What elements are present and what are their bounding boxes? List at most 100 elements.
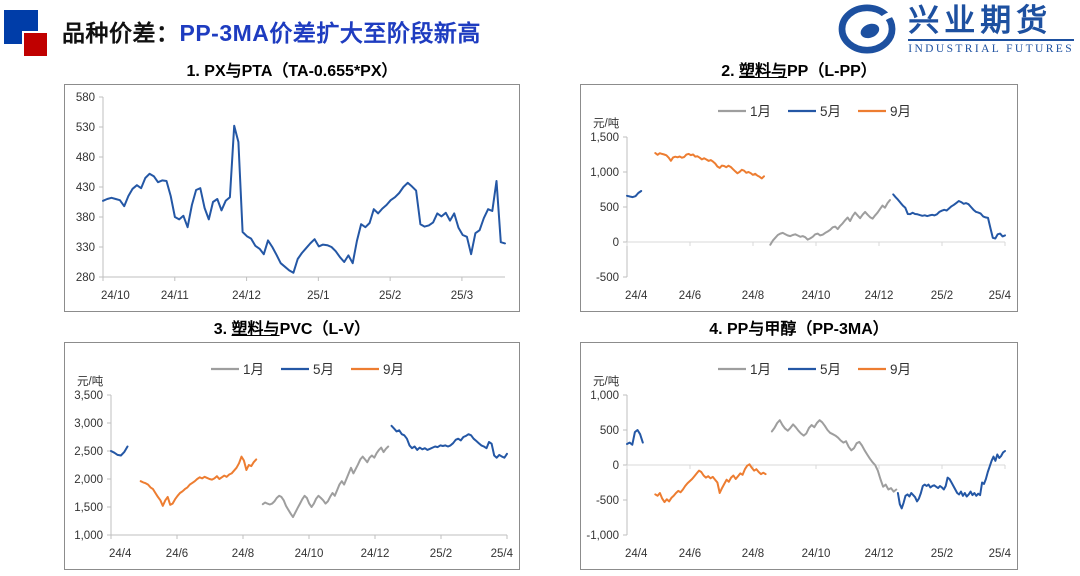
slide-header: 品种价差：PP-3MA价差扩大至阶段新高 兴业期货 INDUSTRIAL FUT… xyxy=(0,0,1080,58)
svg-text:25/4: 25/4 xyxy=(491,548,514,560)
svg-text:480: 480 xyxy=(76,152,95,164)
svg-text:24/6: 24/6 xyxy=(679,290,701,302)
series-9月 xyxy=(654,463,767,504)
svg-text:24/12: 24/12 xyxy=(865,548,894,560)
svg-text:500: 500 xyxy=(600,202,619,214)
series-5月 xyxy=(892,193,1006,240)
svg-text:24/10: 24/10 xyxy=(802,290,831,302)
y-axis-unit: 元/吨 xyxy=(593,375,620,388)
logo-name-en: INDUSTRIAL FUTURES xyxy=(908,42,1074,55)
svg-text:1,000: 1,000 xyxy=(590,390,619,402)
svg-text:24/4: 24/4 xyxy=(109,548,132,560)
svg-text:-1,000: -1,000 xyxy=(586,530,619,542)
svg-text:25/4: 25/4 xyxy=(989,290,1012,302)
chart-title-4: 4. PP与甲醇（PP-3MA） xyxy=(580,315,1018,342)
chart-legend: 1月 5月 9月 xyxy=(718,362,911,377)
svg-text:5月: 5月 xyxy=(820,104,841,119)
svg-text:24/12: 24/12 xyxy=(232,290,261,302)
chart-title-3: 3. 塑料与PVC（L-V） xyxy=(64,315,520,342)
svg-text:25/3: 25/3 xyxy=(451,290,473,302)
svg-text:24/4: 24/4 xyxy=(625,548,648,560)
svg-text:380: 380 xyxy=(76,212,95,224)
logo-text: 兴业期货 INDUSTRIAL FUTURES xyxy=(908,2,1074,55)
svg-text:500: 500 xyxy=(600,425,619,437)
chart-cell-l-v: 3. 塑料与PVC（L-V） 1,000 1,500 2,000 2,500 3,000… xyxy=(64,315,520,570)
svg-text:0: 0 xyxy=(613,237,619,249)
page-title-prefix: 品种价差： xyxy=(62,20,180,46)
logo-name-cn: 兴业期货 xyxy=(908,2,1053,38)
svg-text:530: 530 xyxy=(76,122,95,134)
chart-title-text: PP（L-PP） xyxy=(787,63,877,80)
chart-legend: 1月 5月 9月 xyxy=(211,362,404,377)
svg-text:3,500: 3,500 xyxy=(74,390,103,402)
series-1月 xyxy=(770,419,898,493)
svg-text:9月: 9月 xyxy=(890,362,911,377)
svg-text:1月: 1月 xyxy=(750,362,771,377)
series-5月 xyxy=(626,190,643,199)
chart-title-1: 1. PX与PTA（TA-0.655*PX） xyxy=(64,57,520,84)
svg-text:1,500: 1,500 xyxy=(74,502,103,514)
series-5月 xyxy=(110,445,129,457)
chart-cell-pp-3ma: 4. PP与甲醇（PP-3MA） -1,000 -500 0 500 1,000 24/4… xyxy=(580,315,1018,570)
chart-cell-px-pta: 1. PX与PTA（TA-0.655*PX） 280 330 380 430 480 53… xyxy=(64,57,520,312)
svg-text:24/8: 24/8 xyxy=(742,548,764,560)
chart-legend: 1月 5月 9月 xyxy=(718,104,911,119)
svg-text:280: 280 xyxy=(76,272,95,284)
logo-divider xyxy=(908,38,1074,41)
chart-title-2: 2. 塑料与PP（L-PP） xyxy=(580,57,1018,84)
svg-text:580: 580 xyxy=(76,92,95,104)
svg-text:9月: 9月 xyxy=(890,104,911,119)
svg-text:25/2: 25/2 xyxy=(430,548,452,560)
chart-cell-l-pp: 2. 塑料与PP（L-PP） -500 0 500 1,000 1,500 24/4 24/… xyxy=(580,57,1018,312)
svg-text:24/4: 24/4 xyxy=(625,290,648,302)
svg-text:2,500: 2,500 xyxy=(74,446,103,458)
svg-text:330: 330 xyxy=(76,242,95,254)
svg-text:1月: 1月 xyxy=(750,104,771,119)
decor-red-square xyxy=(22,31,49,58)
svg-text:24/8: 24/8 xyxy=(742,290,764,302)
series-9月 xyxy=(654,152,765,180)
chart-title-text: PVC（L-V） xyxy=(279,321,371,338)
chart-title-text: 1. PX与PTA（TA-0.655*PX） xyxy=(186,63,398,80)
svg-text:24/12: 24/12 xyxy=(361,548,390,560)
svg-text:25/4: 25/4 xyxy=(989,548,1012,560)
chart-title-text: 3. xyxy=(213,321,232,338)
logo-swirl-icon xyxy=(838,4,901,54)
chart-title-text: 塑料与 xyxy=(738,63,787,80)
svg-text:24/6: 24/6 xyxy=(679,548,701,560)
svg-text:25/2: 25/2 xyxy=(931,548,953,560)
svg-text:1,500: 1,500 xyxy=(590,132,619,144)
svg-text:24/10: 24/10 xyxy=(101,290,130,302)
svg-text:24/12: 24/12 xyxy=(865,290,894,302)
svg-text:-500: -500 xyxy=(596,272,619,284)
svg-text:24/6: 24/6 xyxy=(166,548,188,560)
chart-title-text: 4. PP与甲醇（PP-3MA） xyxy=(709,321,889,338)
page-title: 品种价差：PP-3MA价差扩大至阶段新高 xyxy=(62,14,481,48)
y-axis-unit: 元/吨 xyxy=(593,117,620,130)
svg-text:0: 0 xyxy=(613,460,619,472)
chart-title-text: 塑料与 xyxy=(231,321,280,338)
svg-text:5月: 5月 xyxy=(820,362,841,377)
chart-svg: 1,000 1,500 2,000 2,500 3,000 3,500 24/4 24/6 24… xyxy=(74,362,514,560)
svg-text:9月: 9月 xyxy=(383,362,404,377)
series-1月 xyxy=(769,199,891,246)
series-1月 xyxy=(261,445,390,519)
svg-text:1月: 1月 xyxy=(243,362,264,377)
chart-canvas-3: 1,000 1,500 2,000 2,500 3,000 3,500 24/4 24/6 24… xyxy=(64,342,520,570)
page-title-highlight: PP-3MA价差扩大至阶段新高 xyxy=(179,20,481,46)
svg-text:24/11: 24/11 xyxy=(161,290,189,302)
svg-text:25/1: 25/1 xyxy=(307,290,329,302)
svg-text:24/8: 24/8 xyxy=(232,548,254,560)
svg-text:24/10: 24/10 xyxy=(295,548,324,560)
svg-text:5月: 5月 xyxy=(313,362,334,377)
svg-text:2,000: 2,000 xyxy=(74,474,103,486)
chart-canvas-2: -500 0 500 1,000 1,500 24/4 24/6 24/8 24/10 24/12… xyxy=(580,84,1018,312)
chart-canvas-4: -1,000 -500 0 500 1,000 24/4 24/6 24/8 24/10 24/1… xyxy=(580,342,1018,570)
y-axis-unit: 元/吨 xyxy=(77,375,104,388)
series-TA-0.655*PX xyxy=(102,124,506,274)
series-5月 xyxy=(896,450,1006,510)
svg-text:1,000: 1,000 xyxy=(74,530,103,542)
svg-text:25/2: 25/2 xyxy=(931,290,953,302)
svg-text:24/10: 24/10 xyxy=(802,548,831,560)
chart-title-text: 2. xyxy=(721,63,739,80)
